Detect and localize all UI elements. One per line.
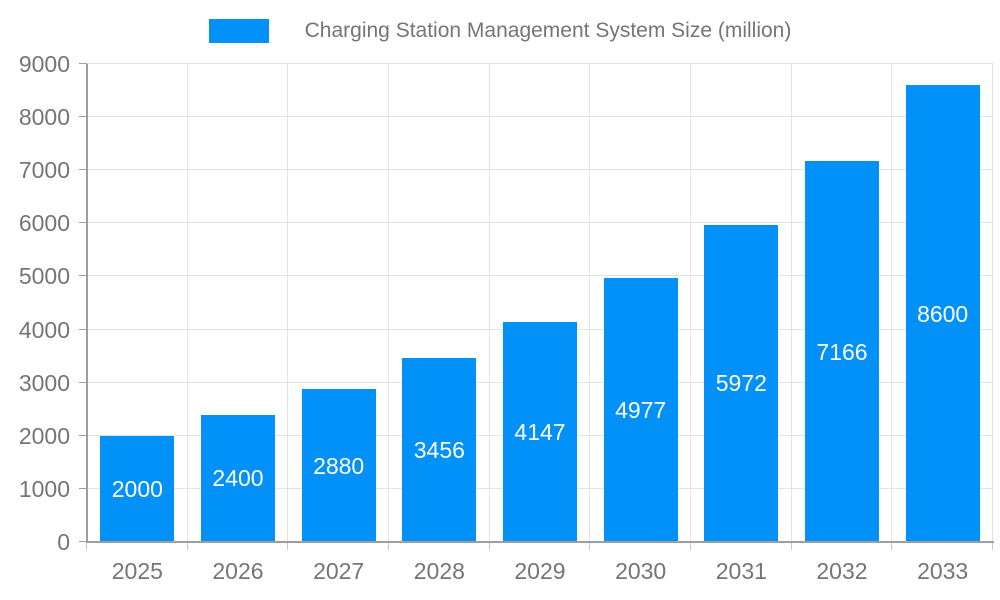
y-tick-mark: [79, 434, 87, 436]
bar-value-label: 2400: [212, 465, 264, 492]
h-gridline: [87, 169, 993, 171]
bar-2032[interactable]: [805, 161, 879, 541]
x-tick-label: 2029: [514, 558, 566, 584]
y-axis-line: [86, 64, 88, 542]
y-tick-mark: [79, 275, 87, 277]
x-tick-mark: [992, 542, 993, 550]
y-tick-label: 8000: [18, 104, 70, 131]
x-tick-label: 2026: [212, 558, 264, 584]
v-gridline: [891, 64, 892, 542]
x-tick-label: 2028: [413, 558, 465, 584]
bar-2028[interactable]: [402, 358, 477, 541]
x-tick-label: 2030: [615, 558, 667, 584]
y-tick-mark: [79, 328, 87, 330]
x-tick-label: 2032: [816, 558, 868, 584]
x-tick-mark: [388, 542, 389, 550]
bar-value-label: 3456: [413, 437, 465, 464]
y-tick-label: 6000: [18, 210, 70, 237]
y-tick-mark: [79, 381, 87, 383]
y-tick-mark: [79, 487, 87, 489]
x-tick-mark: [86, 542, 87, 550]
bar-2030[interactable]: [603, 277, 678, 541]
h-gridline: [87, 116, 993, 118]
y-tick-label: 9000: [18, 51, 70, 77]
bar-2027[interactable]: [301, 389, 376, 541]
x-axis-line: [86, 541, 994, 543]
v-gridline: [589, 64, 590, 542]
bar-value-label: 8600: [917, 300, 969, 327]
v-gridline: [690, 64, 691, 542]
h-gridline: [87, 275, 993, 277]
x-tick-mark: [891, 542, 892, 550]
h-gridline: [87, 222, 993, 224]
bar-2026[interactable]: [201, 414, 275, 541]
x-tick-label: 2025: [111, 558, 163, 584]
y-tick-label: 1000: [18, 475, 70, 502]
y-tick-mark: [79, 63, 87, 64]
bar-value-label: 4147: [514, 418, 566, 445]
y-tick-mark: [79, 541, 87, 542]
bar-2031[interactable]: [704, 224, 779, 541]
bar-value-label: 4977: [615, 396, 667, 423]
legend-swatch: [208, 19, 269, 43]
y-tick-label: 5000: [18, 263, 70, 290]
v-gridline: [388, 64, 389, 542]
bar-2029[interactable]: [503, 321, 577, 541]
x-tick-label: 2033: [917, 558, 969, 584]
x-tick-mark: [287, 542, 288, 550]
h-gridline: [87, 63, 993, 64]
bar-2033[interactable]: [905, 85, 980, 541]
y-tick-label: 2000: [18, 422, 70, 449]
legend-label: Charging Station Management System Size …: [304, 19, 792, 42]
y-tick-label: 0: [57, 529, 70, 555]
x-tick-label: 2027: [313, 558, 365, 584]
y-tick-mark: [79, 116, 87, 118]
bar-2025[interactable]: [100, 435, 175, 541]
x-tick-mark: [489, 542, 490, 550]
v-gridline: [489, 64, 490, 542]
y-tick-label: 7000: [18, 157, 70, 184]
y-tick-mark: [79, 222, 87, 224]
v-gridline: [187, 64, 188, 542]
v-gridline: [287, 64, 288, 542]
y-tick-label: 4000: [18, 316, 70, 343]
legend[interactable]: Charging Station Management System Size …: [0, 16, 1000, 46]
bar-value-label: 2880: [313, 452, 365, 479]
bar-value-label: 5972: [715, 370, 767, 397]
x-tick-label: 2031: [715, 558, 767, 584]
v-gridline: [992, 64, 993, 542]
x-tick-mark: [187, 542, 188, 550]
bar-value-label: 2000: [111, 475, 163, 502]
x-tick-mark: [690, 542, 691, 550]
y-tick-label: 3000: [18, 369, 70, 396]
x-tick-mark: [791, 542, 792, 550]
x-tick-mark: [589, 542, 590, 550]
y-tick-mark: [79, 169, 87, 171]
bar-value-label: 7166: [816, 338, 868, 365]
v-gridline: [791, 64, 792, 542]
